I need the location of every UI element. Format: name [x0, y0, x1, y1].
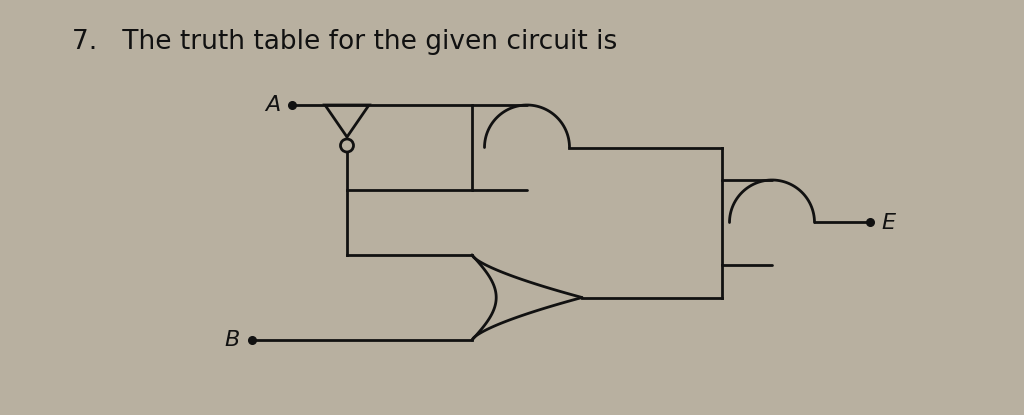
Text: 7.   The truth table for the given circuit is: 7. The truth table for the given circuit… — [72, 29, 616, 55]
Text: B: B — [224, 330, 240, 350]
Text: A: A — [265, 95, 280, 115]
Text: E: E — [882, 212, 896, 232]
